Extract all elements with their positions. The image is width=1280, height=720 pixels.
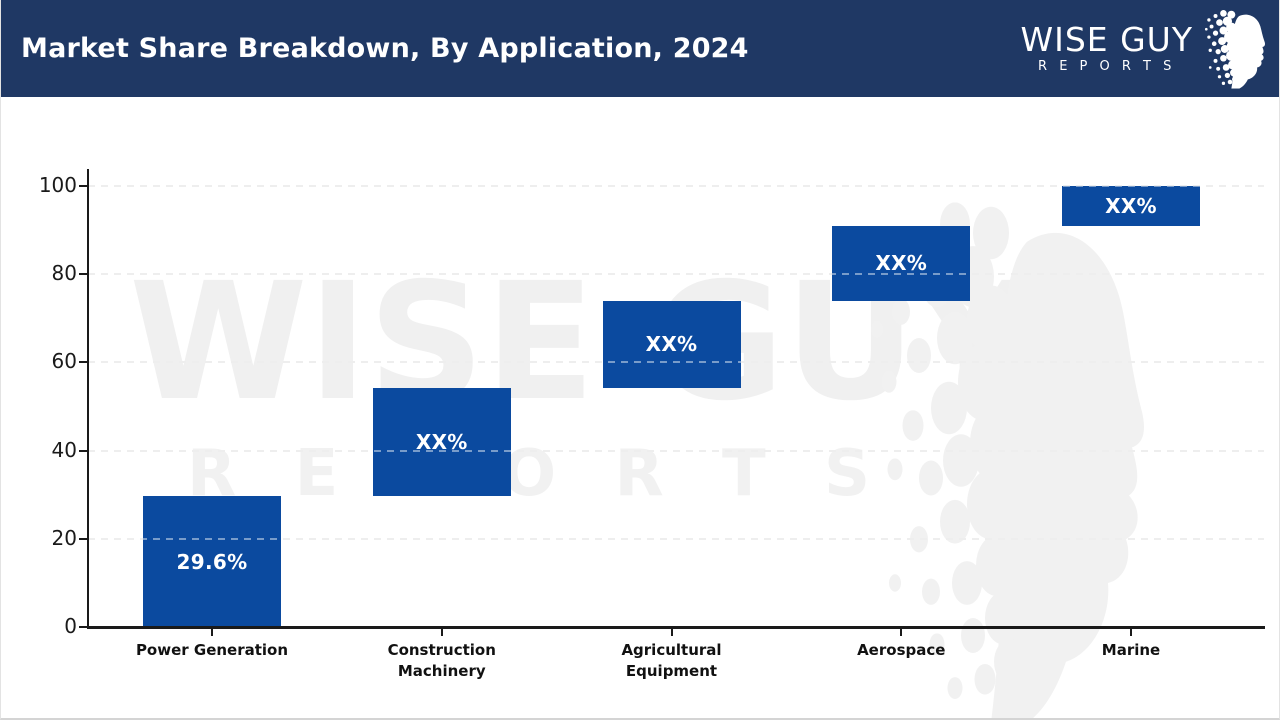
y-tick-label-80: 80 (51, 261, 77, 286)
y-tick-label-20: 20 (51, 525, 77, 550)
x-axis-line (87, 626, 1265, 629)
logo-brand-text: WISE GUY (1020, 19, 1193, 59)
y-tick-label-0: 0 (64, 614, 77, 638)
gridline-100 (88, 185, 1264, 187)
gridline-overlay-100 (88, 185, 1264, 187)
y-tick-40 (79, 449, 87, 452)
x-tick-agricultural-equipment (670, 629, 673, 636)
page-title: Market Share Breakdown, By Application, … (21, 33, 749, 64)
bar-value-label-agricultural-equipment: XX% (645, 332, 698, 357)
y-tick-label-40: 40 (51, 437, 77, 462)
y-tick-60 (79, 361, 87, 364)
x-category-label-construction-machinery: Construction Machinery (387, 641, 496, 680)
y-tick-0 (79, 626, 87, 628)
y-tick-label-60: 60 (51, 349, 77, 374)
logo-reports-text: R E P O R T S (1038, 59, 1176, 75)
gridline-overlay-40 (88, 449, 1264, 452)
bar-value-label-marine: XX% (1105, 193, 1157, 218)
y-axis-line (87, 169, 89, 629)
x-category-label-aerospace: Aerospace (857, 641, 946, 659)
gridline-overlay-20 (88, 537, 1264, 540)
y-tick-80 (79, 273, 87, 276)
bar-power-generation (143, 496, 281, 627)
bar-value-label-power-generation: 29.6% (176, 549, 248, 574)
bar-value-label-construction-machinery: XX% (415, 430, 468, 454)
gridline-80 (88, 273, 1264, 276)
brand-logo: WISE GUY R E P O R T S (1020, 8, 1280, 90)
y-tick-100 (79, 185, 87, 187)
x-category-label-agricultural-equipment: Agricultural Equipment (621, 641, 722, 680)
bar-value-label-aerospace: XX% (875, 251, 928, 276)
bar-agricultural-equipment (602, 300, 741, 388)
gridline-overlay-80 (88, 273, 1264, 276)
logo-text: WISE GUY R E P O R T S (1020, 19, 1193, 75)
logo-dotted-head-icon (1201, 8, 1267, 90)
bar-construction-machinery (372, 387, 511, 497)
x-category-label-power-generation: Power Generation (135, 641, 289, 659)
x-category-label-marine: Marine (1101, 641, 1161, 659)
x-tick-marine (1130, 629, 1132, 636)
y-tick-20 (79, 537, 87, 540)
x-tick-construction-machinery (440, 629, 443, 636)
gridline-40 (88, 449, 1264, 452)
y-tick-label-100: 100 (38, 173, 77, 197)
gridline-20 (88, 537, 1264, 540)
header-bar: Market Share Breakdown, By Application, … (1, 0, 1280, 97)
x-tick-power-generation (211, 629, 213, 636)
gridline-overlay-60 (88, 361, 1264, 364)
x-tick-aerospace (900, 629, 903, 636)
